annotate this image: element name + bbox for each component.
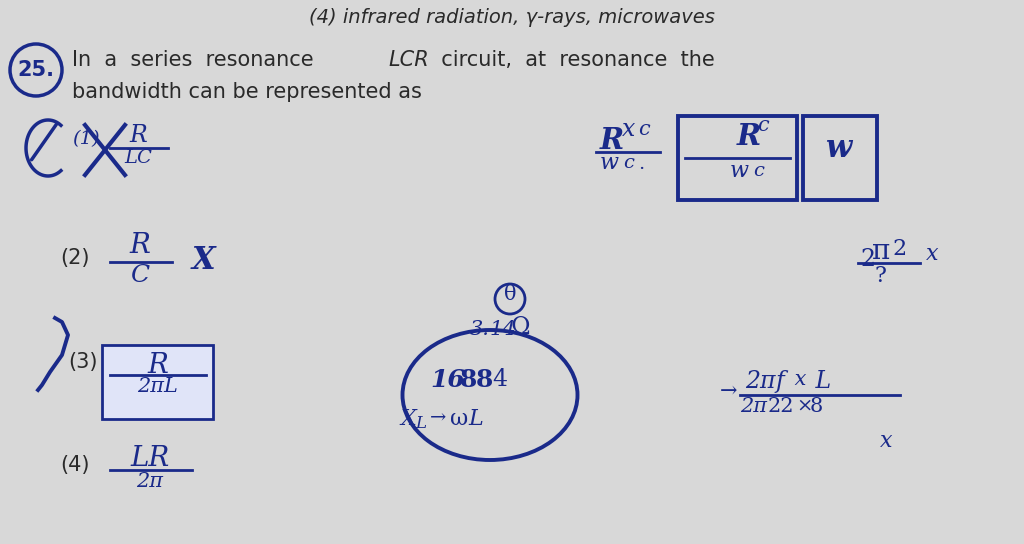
Text: ω: ω <box>450 408 468 430</box>
Text: LR: LR <box>130 445 170 472</box>
Text: 8: 8 <box>460 368 477 392</box>
Text: R: R <box>129 124 146 147</box>
Text: X: X <box>400 408 416 430</box>
Text: w: w <box>730 160 749 182</box>
Text: bandwidth can be represented as: bandwidth can be represented as <box>72 82 422 102</box>
Text: (4): (4) <box>60 455 89 475</box>
Text: 3.: 3. <box>470 320 489 339</box>
Text: X: X <box>193 245 216 276</box>
Text: c: c <box>638 120 650 139</box>
Text: L: L <box>415 415 426 432</box>
Text: x: x <box>926 243 939 265</box>
Text: θ: θ <box>504 286 516 305</box>
Text: 8: 8 <box>810 397 823 416</box>
Text: 2πL: 2πL <box>137 377 178 396</box>
Text: LC: LC <box>124 149 152 167</box>
Text: 4: 4 <box>492 368 507 391</box>
Text: 2π: 2π <box>740 397 767 416</box>
Text: 2π: 2π <box>136 472 164 491</box>
Text: LCR: LCR <box>388 50 429 70</box>
Text: 22: 22 <box>768 397 795 416</box>
Text: .: . <box>638 155 644 173</box>
Text: Ω: Ω <box>510 316 529 339</box>
FancyBboxPatch shape <box>102 345 213 419</box>
Text: 25.: 25. <box>17 60 54 80</box>
Text: 2: 2 <box>892 238 906 260</box>
Text: 2π: 2π <box>745 370 775 393</box>
Text: →: → <box>720 382 737 401</box>
Text: C: C <box>130 264 150 287</box>
Text: x: x <box>788 370 806 389</box>
Text: x: x <box>622 118 635 141</box>
Text: R: R <box>737 122 761 151</box>
Text: circuit,  at  resonance  the: circuit, at resonance the <box>428 50 715 70</box>
Text: 16: 16 <box>430 368 465 392</box>
Text: 8: 8 <box>476 368 494 392</box>
Text: (4) infrared radiation, γ-rays, microwaves: (4) infrared radiation, γ-rays, microwav… <box>309 8 715 27</box>
Text: L: L <box>808 370 831 393</box>
Text: π: π <box>872 238 890 265</box>
Text: R: R <box>147 352 168 379</box>
Text: w: w <box>825 133 851 164</box>
Text: 14: 14 <box>490 320 516 339</box>
Text: c: c <box>757 116 769 135</box>
Text: →: → <box>430 408 446 426</box>
Text: w: w <box>600 152 618 174</box>
Text: R: R <box>600 126 625 155</box>
Text: f: f <box>775 370 783 393</box>
Text: c: c <box>623 154 634 172</box>
Text: c: c <box>753 162 764 180</box>
Text: ?: ? <box>874 265 886 287</box>
Text: In  a  series  resonance: In a series resonance <box>72 50 327 70</box>
Text: x: x <box>880 430 893 452</box>
Text: (1): (1) <box>72 130 99 148</box>
Text: L: L <box>468 408 482 430</box>
Text: (2): (2) <box>60 248 89 268</box>
Text: (3): (3) <box>68 352 97 372</box>
Text: 2: 2 <box>860 248 876 271</box>
Text: ×: × <box>796 397 812 415</box>
Text: R: R <box>130 232 151 259</box>
